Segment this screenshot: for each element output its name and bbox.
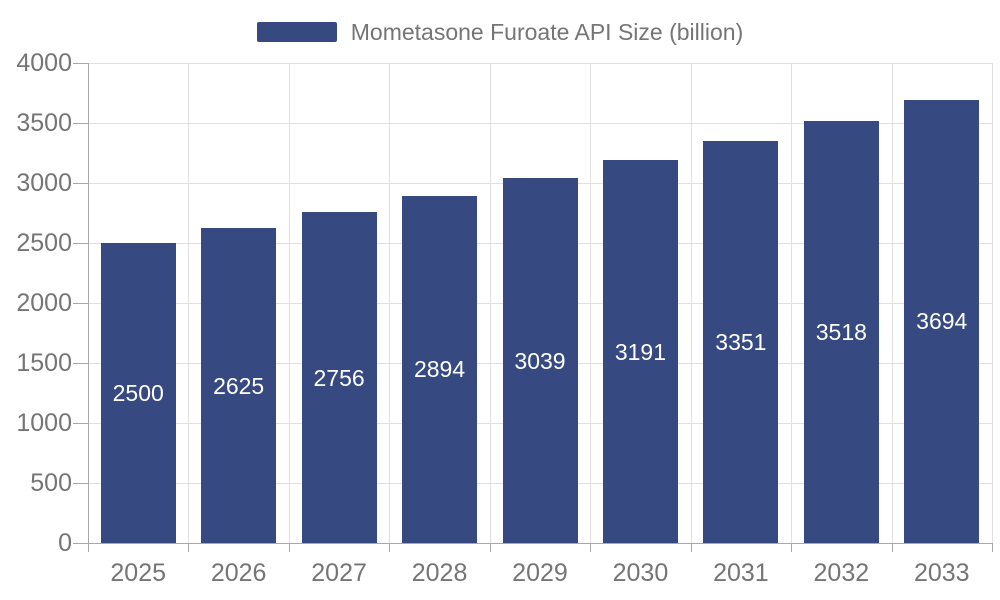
y-axis-tick (73, 243, 88, 244)
x-axis-tick (288, 543, 290, 552)
bar-value-label: 3694 (916, 308, 968, 335)
x-axis-label: 2029 (512, 559, 568, 587)
x-axis-tick (992, 543, 993, 552)
x-axis-label: 2032 (813, 559, 870, 587)
bar-value-label: 3191 (614, 338, 667, 365)
bar-value-label: 3518 (815, 318, 867, 345)
gridline-horizontal (88, 63, 992, 64)
gridline-vertical (590, 63, 592, 543)
y-axis-label: 3500 (16, 109, 72, 137)
gridline-vertical (690, 63, 692, 543)
x-axis-label: 2033 (913, 559, 970, 587)
y-axis-label: 2500 (16, 229, 72, 257)
x-axis-label: 2031 (713, 559, 769, 587)
bar-2030[interactable] (602, 160, 678, 543)
bar-2027[interactable] (301, 212, 377, 543)
legend-label: Mometasone Furoate API Size (billion) (350, 19, 744, 45)
gridline-vertical (791, 63, 793, 543)
y-axis-label: 1500 (16, 349, 72, 377)
legend-marker-icon (256, 22, 337, 42)
y-axis-label: 2000 (16, 289, 72, 317)
bar-2025[interactable] (100, 243, 176, 543)
gridline-vertical (288, 63, 290, 543)
bar-2029[interactable] (502, 178, 578, 543)
x-axis-tick (891, 543, 893, 552)
y-axis-label: 1000 (16, 409, 72, 437)
y-axis-tick (73, 183, 88, 184)
y-axis-tick (73, 363, 88, 364)
bar-2032[interactable] (803, 120, 879, 543)
y-axis-tick (73, 423, 88, 424)
x-axis-tick (489, 543, 491, 552)
bar-2031[interactable] (703, 140, 779, 543)
bar-value-label: 3039 (514, 347, 566, 374)
bar-value-label: 3351 (715, 328, 767, 355)
plot-right-border (992, 63, 993, 543)
bar-2028[interactable] (402, 195, 478, 543)
x-axis-label: 2028 (411, 559, 468, 587)
x-axis-tick (188, 543, 190, 552)
bar-2026[interactable] (201, 228, 277, 543)
x-axis-tick (791, 543, 793, 552)
x-axis-tick (690, 543, 692, 552)
gridline-vertical (188, 63, 190, 543)
gridline-horizontal (88, 123, 992, 124)
bar-value-label: 2756 (313, 364, 365, 391)
bar-value-label: 2894 (413, 356, 466, 383)
y-axis-tick (73, 63, 88, 64)
x-axis-label: 2025 (110, 559, 167, 587)
x-axis-label: 2027 (311, 559, 367, 587)
gridline-vertical (489, 63, 491, 543)
gridline-vertical (891, 63, 893, 543)
x-axis-tick (590, 543, 592, 552)
x-axis-label: 2026 (210, 559, 267, 587)
y-axis-tick (73, 483, 88, 484)
x-axis-line (88, 543, 992, 544)
bar-value-label: 2500 (112, 380, 164, 406)
legend[interactable]: Mometasone Furoate API Size (billion) (0, 20, 1000, 44)
y-axis-tick (73, 123, 88, 124)
y-axis-label: 500 (30, 469, 72, 497)
bar-value-label: 2625 (213, 372, 265, 399)
y-axis-label: 3000 (16, 169, 72, 197)
y-axis-label: 4000 (16, 49, 72, 77)
x-axis-tick (88, 543, 89, 552)
y-axis-tick (73, 303, 88, 304)
gridline-vertical (389, 63, 391, 543)
y-axis-label: 0 (58, 529, 72, 557)
x-axis-label: 2030 (612, 559, 669, 587)
y-axis-tick (73, 543, 88, 544)
bar-2033[interactable] (904, 99, 980, 543)
x-axis-tick (389, 543, 391, 552)
y-axis-line (88, 63, 89, 543)
